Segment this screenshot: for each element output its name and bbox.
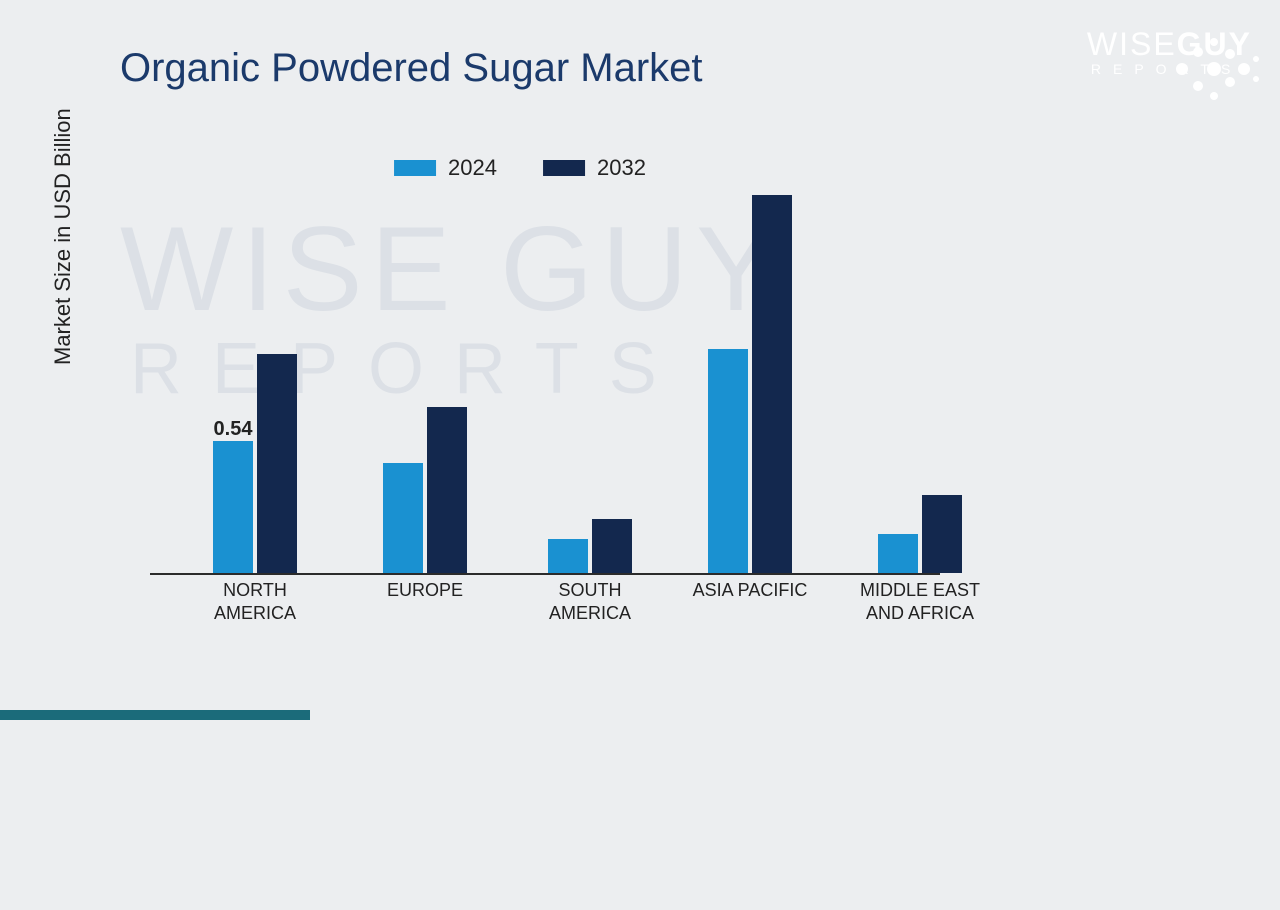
bar-2032: [257, 354, 297, 573]
chart-area: Market Size in USD Billion 2024 2032 0.5…: [90, 155, 950, 685]
category-label: NORTH AMERICA: [190, 579, 320, 624]
bar-value-label: 0.54: [214, 418, 253, 441]
bar-2024: [383, 463, 423, 573]
bar-2032: [752, 195, 792, 573]
category-label: EUROPE: [360, 579, 490, 602]
legend-swatch-2032: [543, 160, 585, 176]
y-axis-label: Market Size in USD Billion: [50, 108, 76, 365]
bottom-accent-strip: [0, 710, 310, 720]
bar-group: [530, 519, 650, 573]
bar-2032: [922, 495, 962, 573]
legend-swatch-2024: [394, 160, 436, 176]
brand-word-guy: GUY: [1177, 26, 1252, 62]
bar-2024: [708, 349, 748, 573]
bar-group: [690, 195, 810, 573]
legend-label-2024: 2024: [448, 155, 497, 181]
bar-group: [195, 354, 315, 573]
bar-group: [860, 495, 980, 573]
legend-label-2032: 2032: [597, 155, 646, 181]
bar-2024: [878, 534, 918, 573]
category-label: ASIA PACIFIC: [685, 579, 815, 602]
bar-2024: [213, 441, 253, 573]
category-label: SOUTH AMERICA: [525, 579, 655, 624]
bar-2024: [548, 539, 588, 573]
bar-group: [365, 407, 485, 573]
legend: 2024 2032: [394, 155, 646, 181]
category-label: MIDDLE EAST AND AFRICA: [855, 579, 985, 624]
bar-2032: [427, 407, 467, 573]
page-root: WISEGUY REPORTS Organic Powdered Sugar M…: [0, 0, 1280, 720]
legend-item-2024: 2024: [394, 155, 497, 181]
chart-title: Organic Powdered Sugar Market: [120, 46, 703, 91]
legend-item-2032: 2032: [543, 155, 646, 181]
bar-2032: [592, 519, 632, 573]
brand-word-wise: WISE: [1087, 26, 1177, 62]
brand-word-reports: REPORTS: [1087, 61, 1252, 77]
plot-region: 0.54: [150, 185, 940, 575]
category-labels: NORTH AMERICA EUROPE SOUTH AMERICA ASIA PAC…: [150, 579, 940, 699]
brand-logo: WISEGUY REPORTS: [1087, 26, 1252, 77]
